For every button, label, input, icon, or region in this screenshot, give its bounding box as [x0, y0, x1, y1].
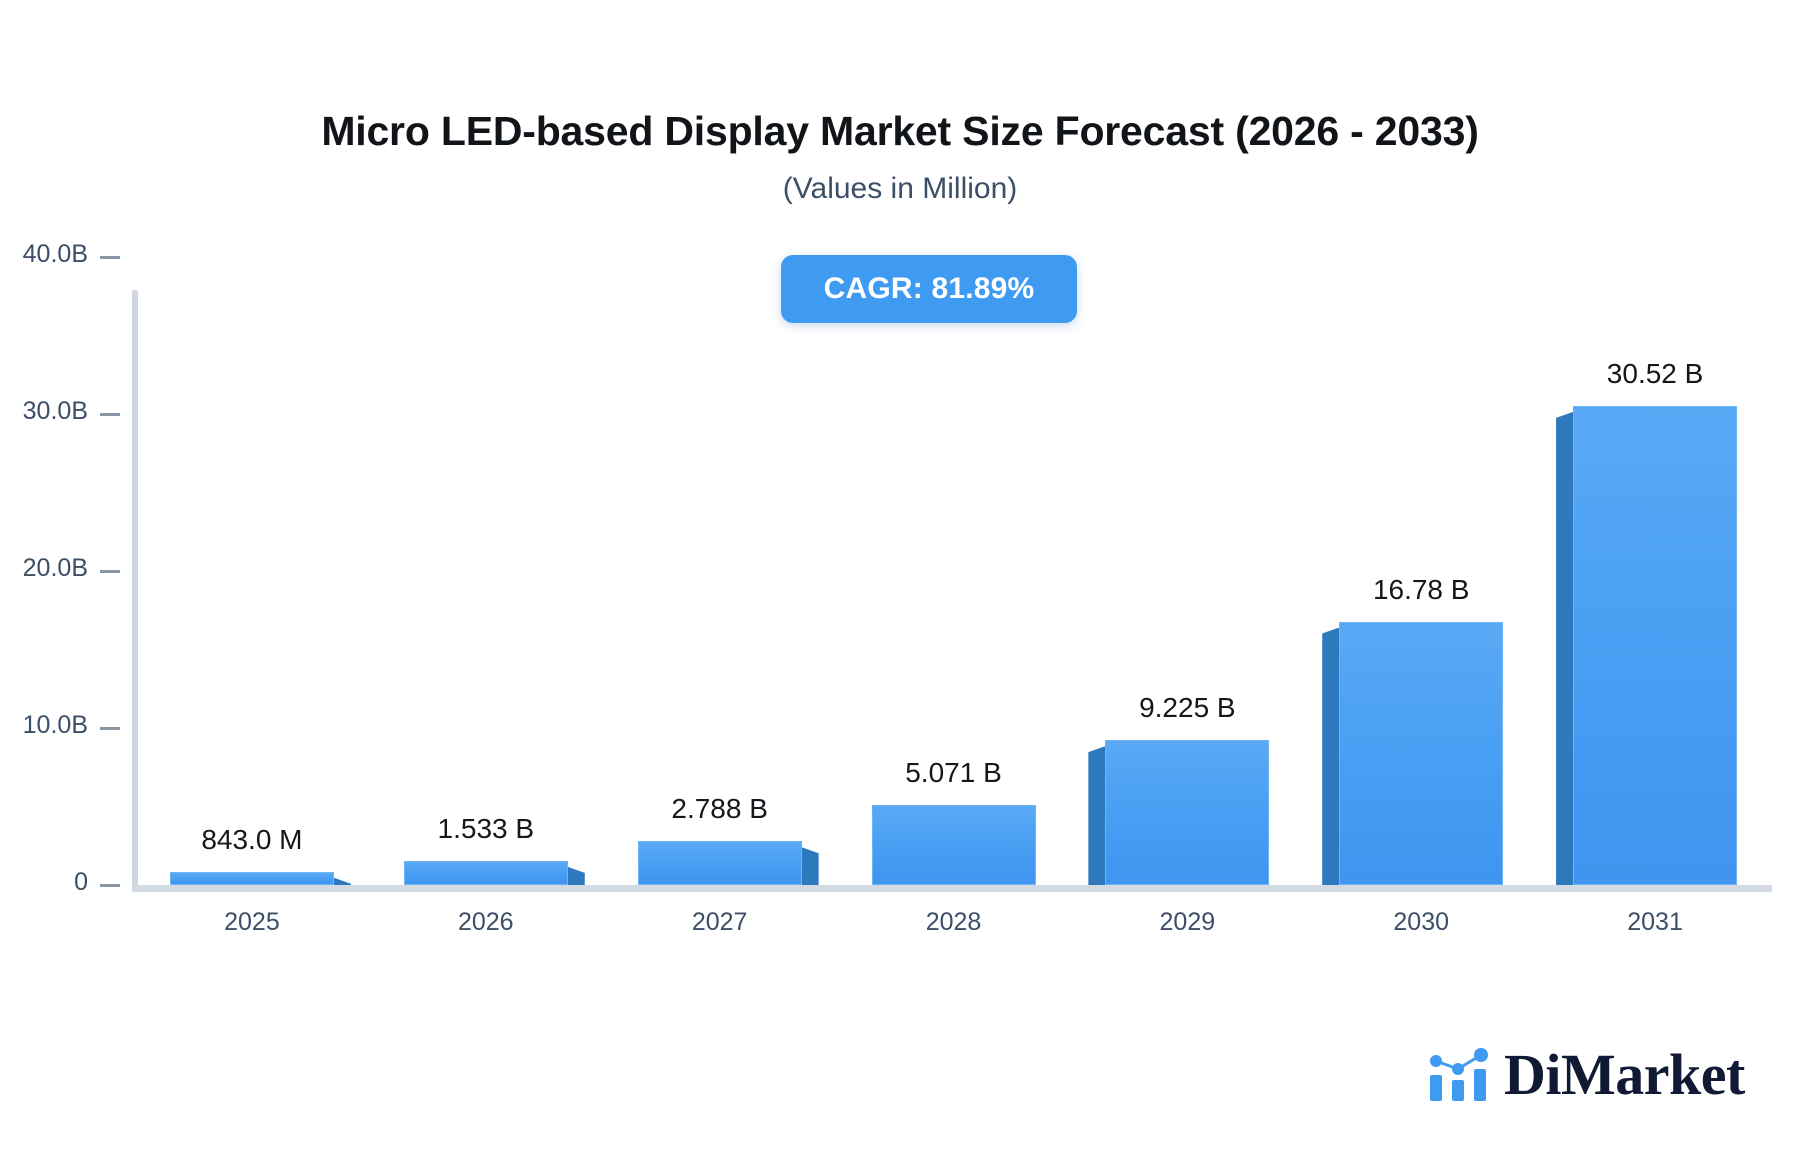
bar-side-face [333, 877, 351, 885]
bar-side-face [1088, 746, 1106, 885]
cagr-badge: CAGR: 81.89% [781, 255, 1077, 323]
y-axis-tick-mark [100, 413, 120, 416]
bar-column[interactable]: 843.0 M [0, 0, 1800, 1000]
bar-column[interactable]: 16.78 B [0, 0, 1800, 1000]
bar-side-face [1322, 627, 1340, 885]
bar-value-label: 843.0 M [201, 823, 303, 855]
x-axis-tick-label: 2029 [1159, 908, 1216, 936]
bar-value-label: 16.78 B [1372, 573, 1470, 605]
bar-column[interactable]: 2.788 B [0, 0, 1800, 1000]
y-axis-tick-label: 40.0B [22, 240, 88, 268]
bar-column[interactable]: 9.225 B [0, 0, 1800, 1000]
x-axis-tick-label: 2027 [691, 908, 748, 936]
y-axis-tick-label: 20.0B [22, 554, 88, 582]
x-axis-tick-label: 2031 [1627, 908, 1683, 936]
x-axis-tick-label: 2028 [925, 908, 982, 936]
bar-side-face [567, 866, 585, 885]
bar-column[interactable]: 5.071 B [0, 0, 1800, 1000]
y-axis-tick-mark [100, 884, 120, 887]
y-axis-line [132, 290, 138, 890]
bar-value-label: 9.225 B [1139, 692, 1236, 724]
bar-column[interactable]: 1.533 B [0, 0, 1800, 1000]
x-axis-tick-label: 2025 [224, 908, 280, 936]
bar-side-face [1556, 411, 1574, 885]
y-axis-tick-mark [100, 727, 120, 730]
y-axis-tick-label: 30.0B [22, 397, 88, 425]
y-axis-tick-mark [100, 570, 120, 573]
cagr-badge-label: CAGR: 81.89% [823, 272, 1035, 305]
bar-value-label: 5.071 B [905, 757, 1002, 789]
bar-front-face [871, 805, 1036, 885]
y-axis-tick-label: 0 [74, 868, 88, 896]
chart-subtitle: (Values in Million) [782, 172, 1018, 205]
y-axis-tick-mark [100, 256, 120, 259]
plot-area: 0 10.0B 20.0B 30.0B 40.0B 843.0 M 1.533 B 2.78… [0, 0, 1800, 1000]
brand-logo: DiMarket [1428, 1046, 1745, 1104]
y-axis-tick-label: 10.0B [22, 711, 88, 739]
bar-value-label: 30.52 B [1606, 357, 1704, 389]
bar-value-label: 1.533 B [437, 812, 535, 844]
bar-front-face [1339, 621, 1504, 885]
bar-value-label: 2.788 B [671, 793, 768, 825]
bar-front-face [637, 841, 802, 885]
bar-front-face [1105, 740, 1270, 885]
brand-name: DiMarket [1504, 1042, 1745, 1107]
bar-chart-logo-icon [1430, 1048, 1488, 1101]
x-axis-tick-label: 2026 [457, 908, 514, 936]
x-axis-tick-label: 2030 [1393, 908, 1450, 936]
bar-front-face [403, 860, 568, 885]
x-axis-line [132, 885, 1772, 892]
bar-front-face [1573, 405, 1738, 885]
bar-side-face [801, 847, 819, 885]
bar-front-face [169, 871, 334, 885]
chart-title: Micro LED-based Display Market Size Fore… [321, 108, 1479, 154]
bar-column[interactable]: 30.52 B [0, 0, 1800, 1000]
